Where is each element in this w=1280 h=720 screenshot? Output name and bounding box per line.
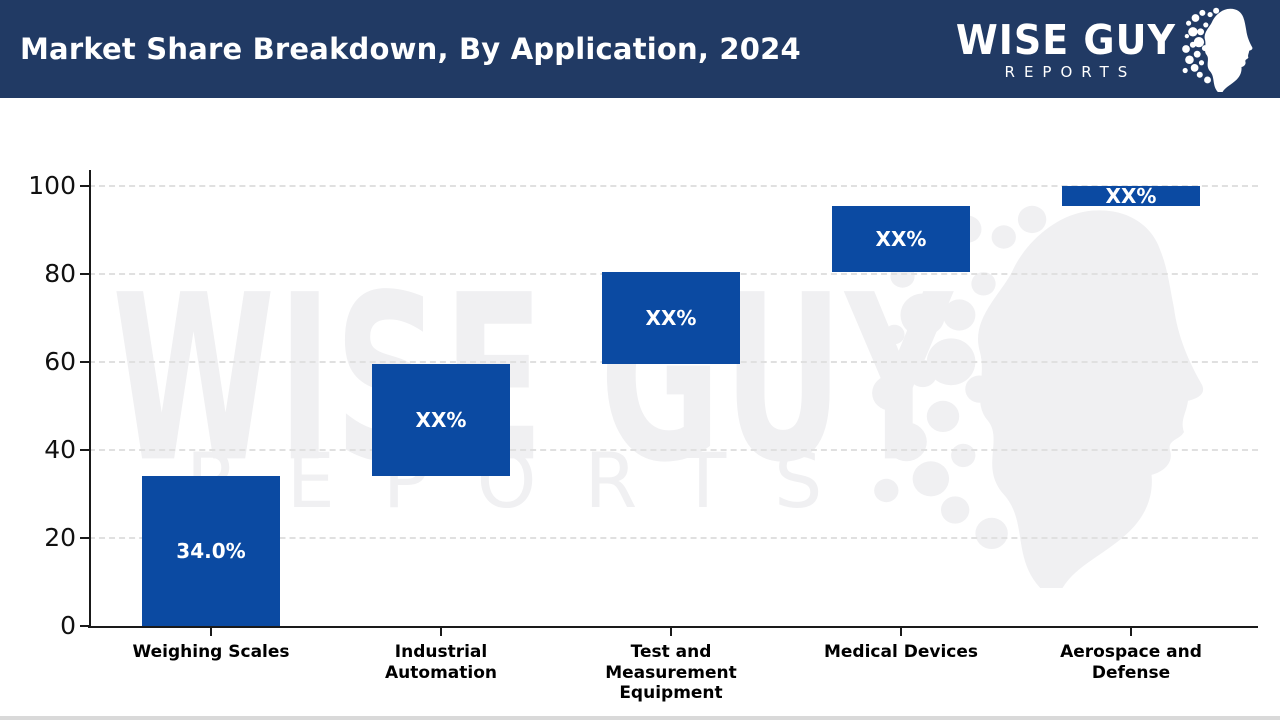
wise-guy-logo: WISE GUY REPORTS bbox=[956, 6, 1266, 92]
y-axis-label: 80 bbox=[44, 258, 76, 288]
waterfall-bar-segment: XX% bbox=[372, 364, 510, 477]
y-axis-label: 60 bbox=[44, 346, 76, 376]
bar-value-label: XX% bbox=[1105, 183, 1157, 208]
chart-canvas: WISE GUY REPORTS 0 20 40 60 80 100 34.0% Weighi… bbox=[0, 98, 1280, 716]
y-axis-tick bbox=[80, 272, 89, 275]
bar-value-label: XX% bbox=[415, 408, 467, 433]
gridline bbox=[89, 184, 1258, 187]
logo-tagline: REPORTS bbox=[1004, 62, 1137, 81]
header: Market Share Breakdown, By Application, … bbox=[0, 0, 1280, 98]
y-axis-label: 0 bbox=[60, 611, 76, 640]
gridline bbox=[89, 536, 1258, 539]
waterfall-chart: 0 20 40 60 80 100 34.0% Weighing Scales XX% Indus… bbox=[0, 98, 1280, 716]
x-axis-category-label: Aerospace and Defense bbox=[1060, 642, 1202, 683]
x-axis-category-label: Weighing Scales bbox=[132, 642, 290, 662]
y-axis-tick bbox=[80, 360, 89, 363]
x-axis-tick bbox=[670, 627, 672, 636]
x-axis-tick bbox=[440, 627, 442, 636]
y-axis-label: 20 bbox=[44, 522, 76, 552]
x-axis-category-label: Industrial Automation bbox=[385, 642, 497, 683]
logo-text: WISE GUY REPORTS bbox=[955, 15, 1176, 81]
y-axis-tick bbox=[80, 184, 89, 187]
bar-value-label: XX% bbox=[645, 305, 697, 330]
waterfall-bar-segment: XX% bbox=[1062, 183, 1200, 208]
x-axis-tick bbox=[1130, 627, 1132, 636]
page-title: Market Share Breakdown, By Application, … bbox=[20, 32, 801, 66]
y-axis-label: 100 bbox=[28, 170, 76, 200]
x-axis-category-label: Medical Devices bbox=[823, 642, 978, 662]
bar-value-label: XX% bbox=[875, 226, 927, 251]
y-axis-tick bbox=[80, 448, 89, 451]
x-axis-tick bbox=[900, 627, 902, 636]
x-axis-category-label: Test and Measurement Equipment bbox=[605, 642, 737, 704]
bottom-strip bbox=[0, 716, 1280, 720]
waterfall-bar-segment: XX% bbox=[832, 205, 970, 272]
x-axis-tick bbox=[210, 627, 212, 636]
waterfall-bar-segment: XX% bbox=[602, 271, 740, 365]
x-axis-line bbox=[88, 626, 1258, 628]
waterfall-bar-segment: 34.0% bbox=[142, 476, 280, 626]
gridline bbox=[89, 448, 1258, 451]
wise-guy-face-icon bbox=[1180, 6, 1266, 92]
bar-value-label: 34.0% bbox=[176, 539, 246, 564]
y-axis-label: 40 bbox=[44, 434, 76, 464]
logo-wordmark: WISE GUY bbox=[955, 15, 1176, 64]
y-axis-line bbox=[89, 170, 91, 628]
y-axis-tick bbox=[80, 625, 89, 627]
y-axis-tick bbox=[80, 536, 89, 539]
